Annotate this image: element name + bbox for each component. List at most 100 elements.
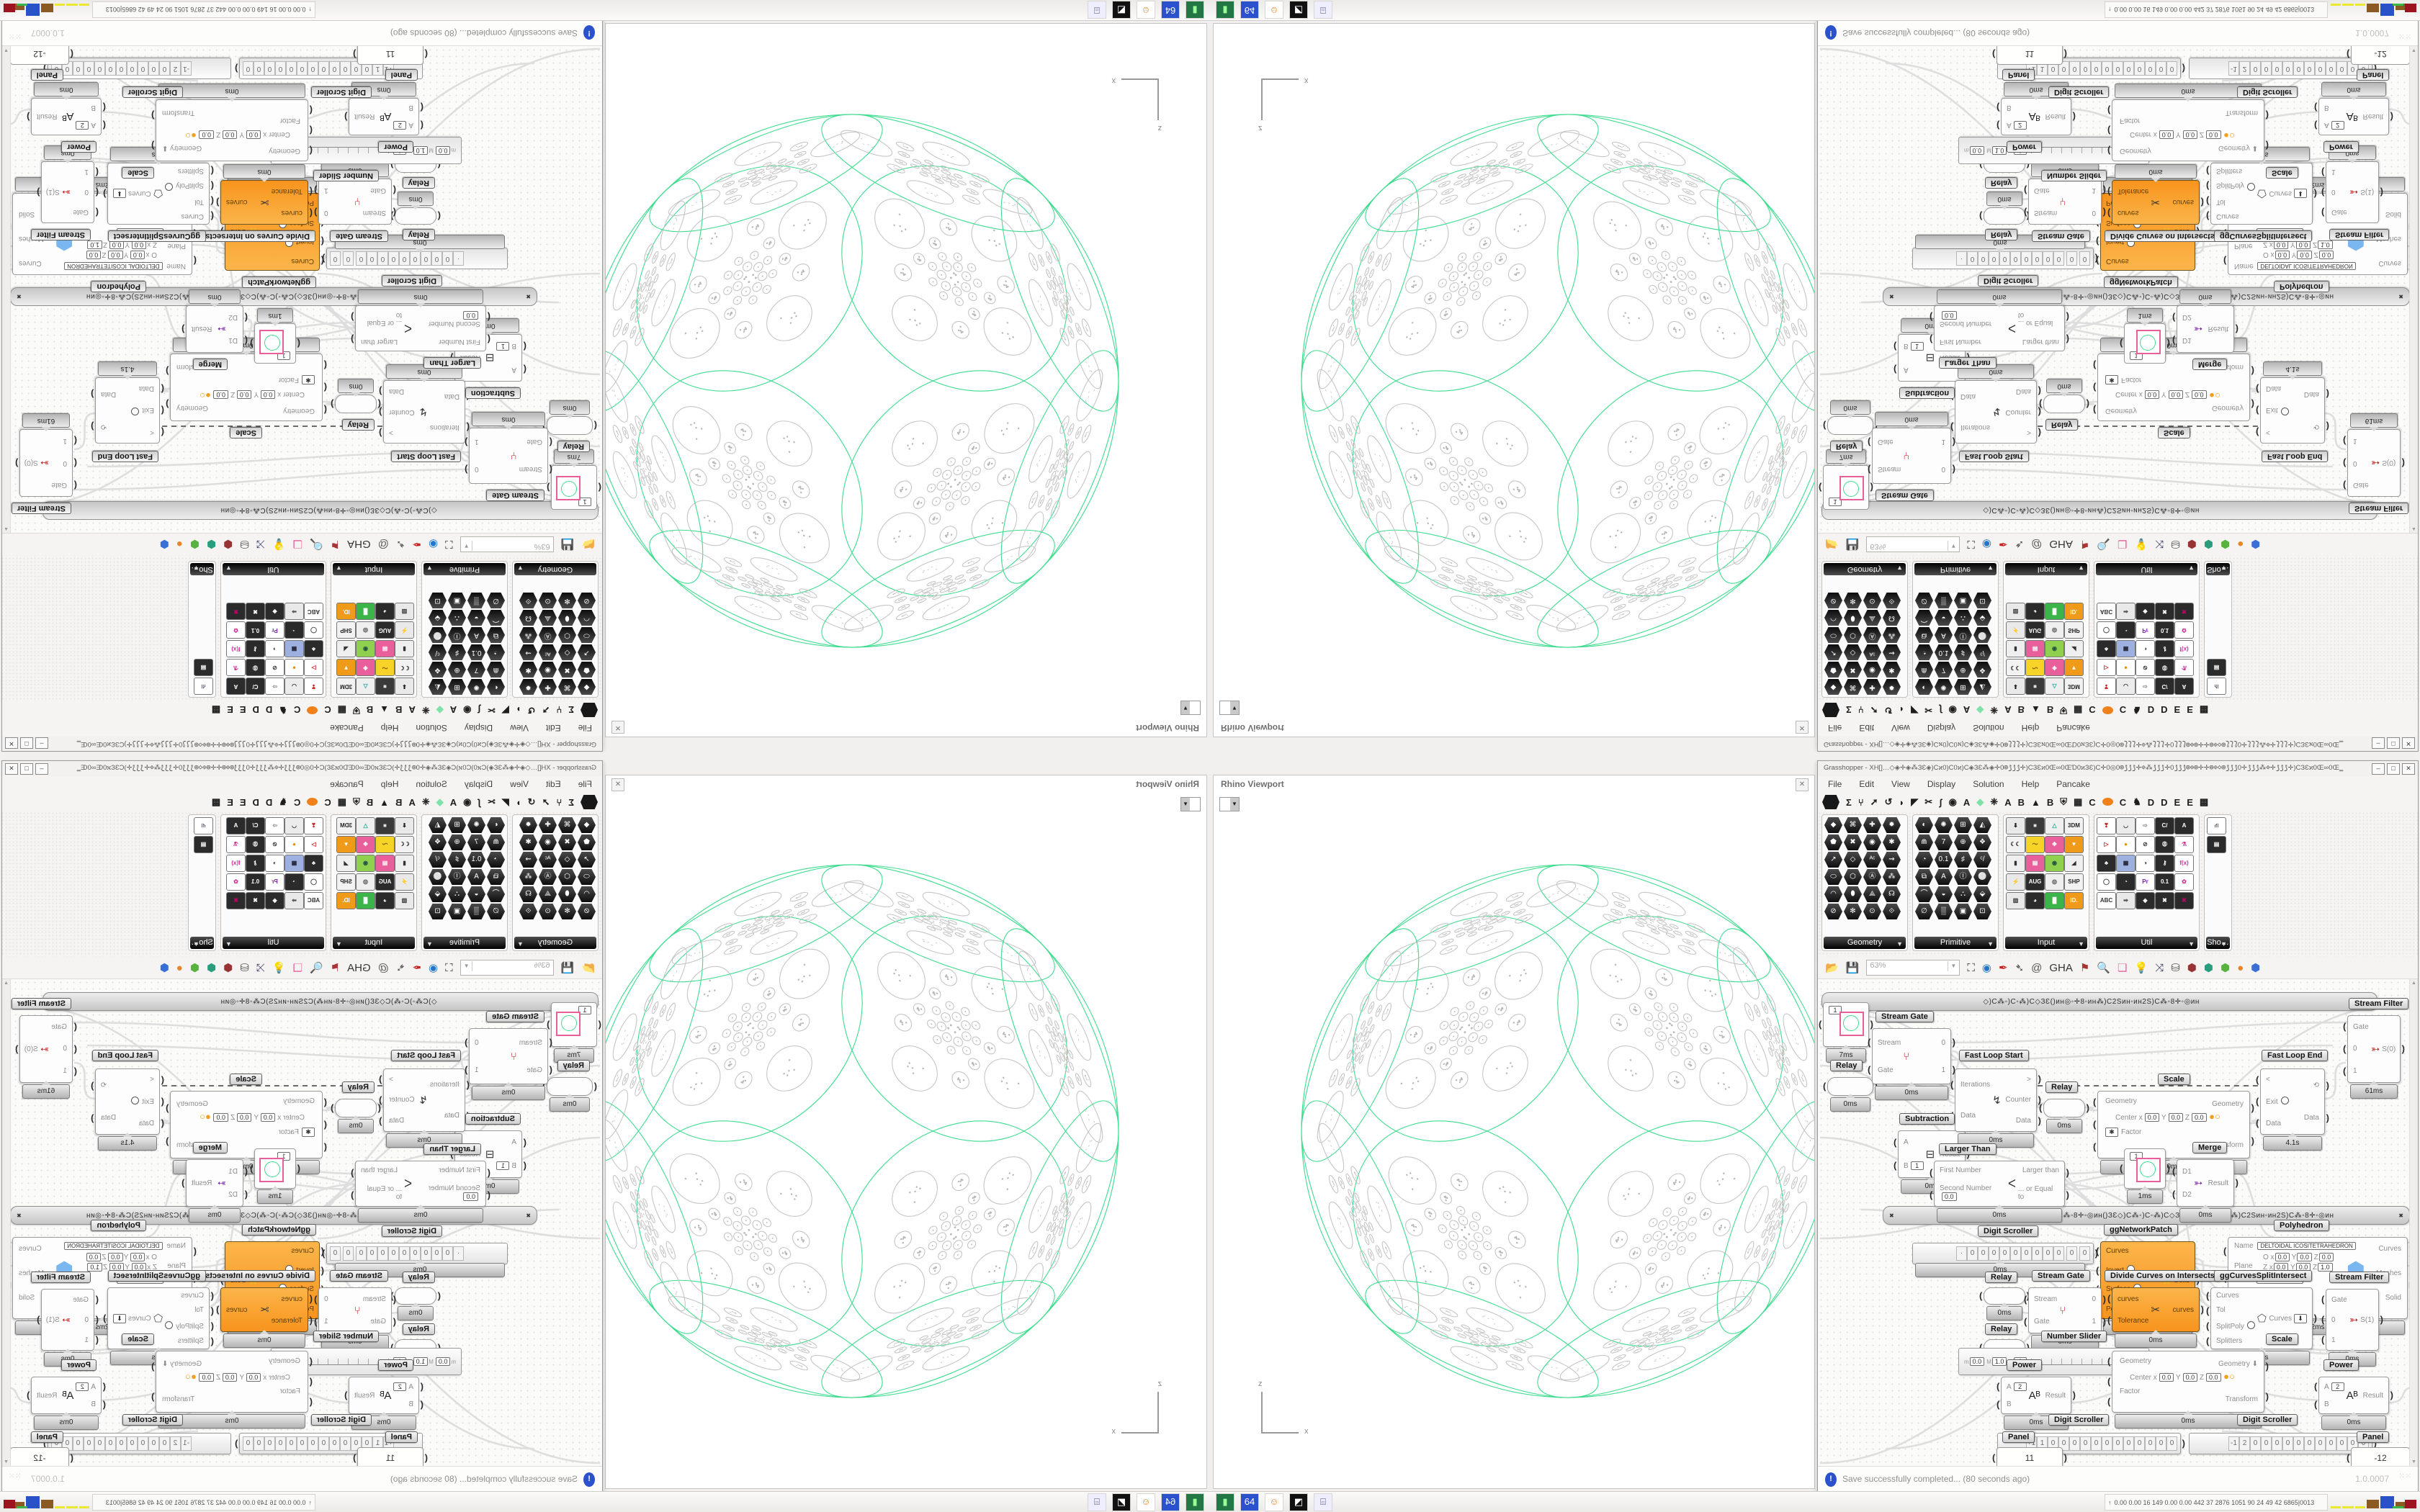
taskbar-app-icon[interactable]: ☺ xyxy=(1137,1493,1155,1511)
menu-item-display[interactable]: Display xyxy=(464,723,493,733)
digit-cell[interactable]: 0 xyxy=(308,61,318,76)
node-stream-gate[interactable]: Stream Gate ⑂ 0 1(()) xyxy=(314,1287,396,1333)
component-icon[interactable]: ◡ xyxy=(2116,817,2136,834)
component-icon[interactable]: 0.1 xyxy=(1935,644,1953,660)
component-icon[interactable]: ◭ xyxy=(429,679,447,695)
input-port[interactable]: ( xyxy=(309,145,313,157)
component-icon[interactable]: ◯ xyxy=(304,621,323,639)
input-port[interactable]: ( xyxy=(1996,120,2000,132)
component-icon[interactable]: ⧉ xyxy=(1915,869,1933,885)
component-icon[interactable]: ▦ xyxy=(2116,855,2136,872)
output-port[interactable]: ) xyxy=(2086,1102,2089,1113)
node-name-tag[interactable]: Larger Than xyxy=(1939,1143,1996,1155)
scroll-up-icon[interactable]: ▲ xyxy=(4,526,9,531)
input-port[interactable]: ( xyxy=(102,102,106,114)
node-name-tag[interactable]: Panel xyxy=(385,69,418,81)
component-icon[interactable]: A xyxy=(467,627,485,643)
component-icon[interactable]: ✥ xyxy=(356,659,375,676)
input-port[interactable]: ( xyxy=(2256,427,2259,438)
node-name-tag[interactable]: ggCurvesSplitIntersect xyxy=(107,1270,206,1282)
tab-14[interactable]: B xyxy=(395,796,403,808)
node-name-tag[interactable]: Subtraction xyxy=(465,1113,521,1125)
output-port[interactable]: ) xyxy=(1952,1064,1955,1075)
input-port[interactable]: ( xyxy=(2256,1117,2259,1128)
toolbar-icon[interactable]: ⬢ xyxy=(2251,962,2261,974)
component-icon[interactable]: △ xyxy=(2045,817,2064,834)
output-port[interactable]: ) xyxy=(331,1102,334,1113)
toolbar-icon[interactable]: ⬢ xyxy=(159,538,169,550)
output-port[interactable]: ) xyxy=(353,1452,357,1463)
toolbar-icon[interactable]: @ xyxy=(2031,538,2043,551)
input-port[interactable]: ( xyxy=(321,1264,324,1276)
output-port[interactable]: ) xyxy=(353,49,357,60)
digit-cell[interactable]: 0 xyxy=(2336,1436,2347,1451)
taskbar-app-icon[interactable]: ⌸ xyxy=(1314,1,1332,19)
component-icon[interactable]: ⚗ xyxy=(2174,659,2194,676)
tab-10[interactable]: A xyxy=(449,796,457,808)
input-port[interactable]: ( xyxy=(2096,1264,2099,1276)
input-port[interactable]: ( xyxy=(309,125,313,136)
sphere-circle-packing-canvas[interactable] xyxy=(606,794,1206,1488)
tab-16[interactable]: B xyxy=(366,796,374,808)
digit-cell[interactable]: 0 xyxy=(264,1436,275,1451)
digit-cell[interactable]: · xyxy=(1956,1246,1967,1261)
input-port[interactable]: ( xyxy=(2206,1290,2210,1301)
node-name-tag[interactable]: Stream Filter xyxy=(30,229,91,240)
scroll-up-icon[interactable]: ▲ xyxy=(2411,981,2416,986)
tab-21[interactable]: C xyxy=(293,704,301,716)
palette-group-label[interactable]: Primitive ▼ xyxy=(424,937,506,949)
input-port[interactable]: ( xyxy=(95,1334,99,1345)
input-port[interactable]: ( xyxy=(424,1452,428,1463)
toolbar-icon[interactable]: 🔍 xyxy=(309,962,323,974)
input-port[interactable]: ( xyxy=(102,1398,106,1410)
node-name-tag[interactable]: Relay xyxy=(1830,1060,1863,1071)
input-port[interactable]: ( xyxy=(393,1315,396,1327)
component-icon[interactable]: ▤ xyxy=(2207,659,2226,676)
tab-5[interactable]: ◗ xyxy=(1899,704,1905,716)
node-name-tag[interactable]: Relay xyxy=(341,1081,375,1093)
toolbar-icon[interactable]: ❏ xyxy=(2118,538,2128,550)
component-icon[interactable]: f(x) xyxy=(2174,640,2194,657)
component-icon[interactable]: ▷ xyxy=(2097,836,2116,853)
input-port[interactable]: ( xyxy=(210,196,214,207)
center-value-box[interactable]: 0.0 xyxy=(246,130,261,139)
output-port[interactable]: ) xyxy=(2251,366,2254,377)
component-icon[interactable]: ♯ xyxy=(1954,852,1972,868)
output-port[interactable]: ) xyxy=(351,312,354,323)
component-icon[interactable]: ⚗ xyxy=(226,659,246,676)
center-value-box[interactable]: 0.0 xyxy=(2206,130,2221,139)
component-icon[interactable]: ◆ xyxy=(578,679,596,695)
component-icon[interactable]: ◎ xyxy=(356,873,375,891)
node-name-tag[interactable]: Relay xyxy=(402,177,435,189)
toggle-circle[interactable] xyxy=(2280,1097,2289,1105)
slider-field-box[interactable]: 0.0 xyxy=(1969,146,1985,155)
component-icon[interactable]: ◑ xyxy=(2136,640,2155,657)
group-label-bar[interactable]: ◇)C⁂◦)C◦⁂)C◇ЗƐ()ин◎◦✛8◦ин⁂)C2Sин◦ин2S)C⁂… xyxy=(42,992,599,1011)
node-merge[interactable]: D1 D2 ➳ Result(() xyxy=(2172,305,2238,353)
output-button[interactable]: ⬇ xyxy=(2294,1313,2307,1323)
component-icon[interactable]: C/ xyxy=(246,817,265,834)
component-icon[interactable]: ✹ xyxy=(1883,679,1901,695)
component-icon[interactable]: ᶜ/ xyxy=(429,852,447,868)
palette-group-label[interactable]: Primitive ▼ xyxy=(424,563,506,575)
component-icon[interactable]: ◇ xyxy=(558,644,576,660)
toggle-circle[interactable] xyxy=(2246,183,2255,192)
plane-value-box[interactable]: 0.0 xyxy=(130,251,145,259)
digit-cell[interactable]: 0 xyxy=(410,1246,421,1261)
input-port[interactable]: ( xyxy=(393,207,396,219)
component-icon[interactable]: ⋒ xyxy=(487,834,505,850)
component-icon[interactable]: ☊ xyxy=(1883,610,1901,626)
tab-15[interactable]: ▲ xyxy=(380,704,390,716)
node-name-tag[interactable]: ggNetworkPatch xyxy=(242,1224,316,1236)
node-name-tag[interactable]: Fast Loop End xyxy=(91,451,158,462)
component-icon[interactable]: █ xyxy=(2045,892,2064,909)
component-icon[interactable]: ▼ xyxy=(336,659,356,676)
input-port[interactable]: ( xyxy=(1992,1452,1996,1463)
node-name-tag[interactable]: Merge xyxy=(2192,1142,2228,1153)
output-port[interactable]: ) xyxy=(2038,386,2041,397)
component-icon[interactable]: ⚷ xyxy=(246,640,265,657)
digit-cell[interactable]: 0 xyxy=(2134,1436,2145,1451)
digit-cell[interactable]: · xyxy=(1956,251,1967,266)
